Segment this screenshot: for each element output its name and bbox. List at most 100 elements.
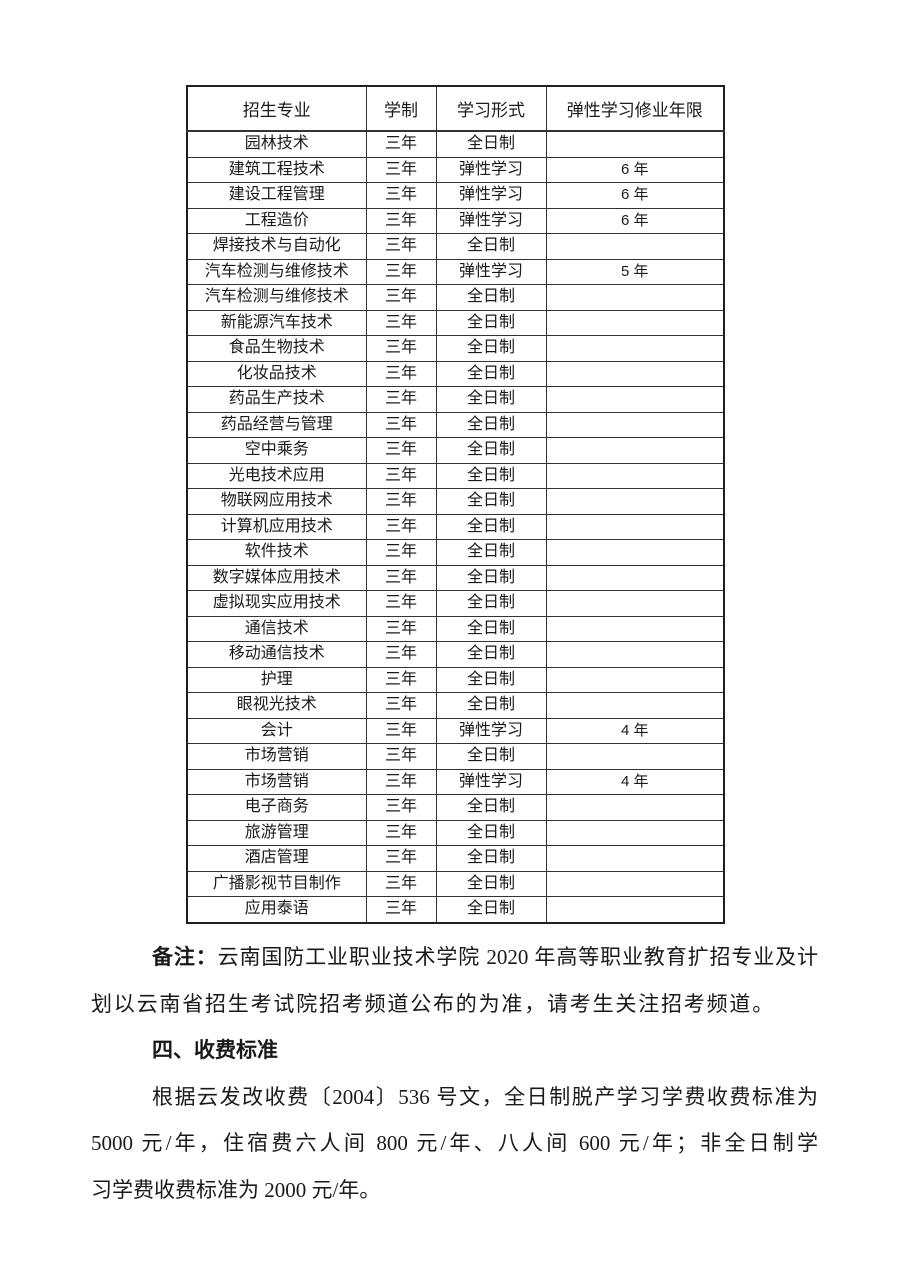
cell-study-mode: 全日制: [435, 386, 547, 413]
table-row: 光电技术应用 三年 全日制: [186, 462, 725, 489]
cell-study-mode: 全日制: [435, 845, 547, 872]
cell-study-mode: 全日制: [435, 284, 547, 311]
cell-major: 空中乘务: [186, 437, 367, 464]
cell-major: 光电技术应用: [186, 462, 367, 489]
table-row: 新能源汽车技术 三年 全日制: [186, 309, 725, 336]
cell-duration: 三年: [365, 462, 437, 489]
fees-line-2: 5000 元/年，住宿费六人间 800 元/年、八人间 600 元/年；非全日制…: [91, 1131, 818, 1156]
cell-flexible-years: [545, 539, 725, 566]
cell-study-mode: 全日制: [435, 488, 547, 515]
cell-duration: 三年: [365, 513, 437, 540]
cell-duration: 三年: [365, 207, 437, 234]
cell-duration: 三年: [365, 437, 437, 464]
cell-duration: 三年: [365, 386, 437, 413]
col-header-flexible-years: 弹性学习修业年限: [545, 85, 725, 132]
cell-major: 汽车检测与维修技术: [186, 258, 367, 285]
cell-duration: 三年: [365, 309, 437, 336]
table-row: 软件技术 三年 全日制: [186, 539, 725, 566]
note-line-1: 备注：云南国防工业职业技术学院 2020 年高等职业教育扩招专业及计: [91, 934, 818, 981]
cell-study-mode: 全日制: [435, 309, 547, 336]
cell-major: 护理: [186, 666, 367, 693]
fees-line-3: 习学费收费标准为 2000 元/年。: [91, 1177, 381, 1202]
cell-flexible-years: [545, 794, 725, 821]
cell-flexible-years: [545, 870, 725, 897]
cell-study-mode: 全日制: [435, 590, 547, 617]
table-row: 汽车检测与维修技术 三年 全日制: [186, 284, 725, 311]
note-label: 备注：: [152, 945, 218, 969]
cell-duration: 三年: [365, 794, 437, 821]
cell-duration: 三年: [365, 743, 437, 770]
cell-duration: 三年: [365, 666, 437, 693]
cell-major: 汽车检测与维修技术: [186, 284, 367, 311]
table-row: 广播影视节目制作 三年 全日制: [186, 870, 725, 897]
cell-major: 市场营销: [186, 743, 367, 770]
cell-major: 工程造价: [186, 207, 367, 234]
cell-flexible-years: [545, 845, 725, 872]
cell-duration: 三年: [365, 768, 437, 795]
cell-major: 通信技术: [186, 615, 367, 642]
cell-flexible-years: 5 年: [545, 258, 725, 285]
cell-major: 计算机应用技术: [186, 513, 367, 540]
cell-flexible-years: [545, 488, 725, 515]
cell-major: 会计: [186, 717, 367, 744]
cell-duration: 三年: [365, 130, 437, 158]
table-row: 计算机应用技术 三年 全日制: [186, 513, 725, 540]
table-row: 工程造价 三年 弹性学习 6 年: [186, 207, 725, 234]
cell-major: 电子商务: [186, 794, 367, 821]
cell-major: 物联网应用技术: [186, 488, 367, 515]
cell-duration: 三年: [365, 717, 437, 744]
cell-major: 园林技术: [186, 130, 367, 158]
fees-line-1: 根据云发改收费〔2004〕536 号文，全日制脱产学习学费收费标准为: [152, 1084, 818, 1109]
cell-flexible-years: 6 年: [545, 207, 725, 234]
cell-major: 旅游管理: [186, 819, 367, 846]
cell-duration: 三年: [365, 845, 437, 872]
cell-study-mode: 全日制: [435, 130, 547, 158]
table-row: 建设工程管理 三年 弹性学习 6 年: [186, 182, 725, 209]
note-line-1-text: 云南国防工业职业技术学院 2020 年高等职业教育扩招专业及计: [217, 945, 819, 969]
cell-study-mode: 全日制: [435, 564, 547, 591]
cell-flexible-years: [545, 615, 725, 642]
cell-flexible-years: [545, 360, 725, 387]
cell-study-mode: 弹性学习: [435, 182, 547, 209]
cell-flexible-years: 4 年: [545, 768, 725, 795]
table-row: 应用泰语 三年 全日制: [186, 896, 725, 923]
cell-duration: 三年: [365, 641, 437, 668]
col-header-study-mode: 学习形式: [435, 85, 547, 132]
table-row: 虚拟现实应用技术 三年 全日制: [186, 590, 725, 617]
cell-duration: 三年: [365, 335, 437, 362]
cell-flexible-years: [545, 896, 725, 923]
cell-study-mode: 全日制: [435, 513, 547, 540]
cell-duration: 三年: [365, 182, 437, 209]
cell-study-mode: 全日制: [435, 743, 547, 770]
cell-major: 眼视光技术: [186, 692, 367, 719]
cell-duration: 三年: [365, 233, 437, 260]
cell-study-mode: 全日制: [435, 870, 547, 897]
cell-study-mode: 弹性学习: [435, 207, 547, 234]
table-row: 会计 三年 弹性学习 4 年: [186, 717, 725, 744]
cell-flexible-years: [545, 309, 725, 336]
table-row: 汽车检测与维修技术 三年 弹性学习 5 年: [186, 258, 725, 285]
cell-study-mode: 全日制: [435, 896, 547, 923]
table-row: 建筑工程技术 三年 弹性学习 6 年: [186, 156, 725, 183]
cell-study-mode: 弹性学习: [435, 156, 547, 183]
cell-major: 虚拟现实应用技术: [186, 590, 367, 617]
cell-major: 建设工程管理: [186, 182, 367, 209]
cell-flexible-years: [545, 437, 725, 464]
admission-majors-table: 招生专业 学制 学习形式 弹性学习修业年限 园林技术 三年 全日制 建筑工程技术 三年弹…: [186, 85, 725, 924]
cell-major: 药品经营与管理: [186, 411, 367, 438]
table-row: 酒店管理 三年 全日制: [186, 845, 725, 872]
cell-major: 广播影视节目制作: [186, 870, 367, 897]
cell-major: 数字媒体应用技术: [186, 564, 367, 591]
cell-flexible-years: [545, 284, 725, 311]
cell-flexible-years: [545, 641, 725, 668]
cell-study-mode: 全日制: [435, 666, 547, 693]
cell-study-mode: 全日制: [435, 462, 547, 489]
cell-major: 移动通信技术: [186, 641, 367, 668]
cell-major: 建筑工程技术: [186, 156, 367, 183]
table-row: 护理 三年 全日制: [186, 666, 725, 693]
cell-major: 酒店管理: [186, 845, 367, 872]
table-row: 药品生产技术 三年 全日制: [186, 386, 725, 413]
cell-duration: 三年: [365, 564, 437, 591]
cell-flexible-years: [545, 233, 725, 260]
cell-study-mode: 全日制: [435, 411, 547, 438]
